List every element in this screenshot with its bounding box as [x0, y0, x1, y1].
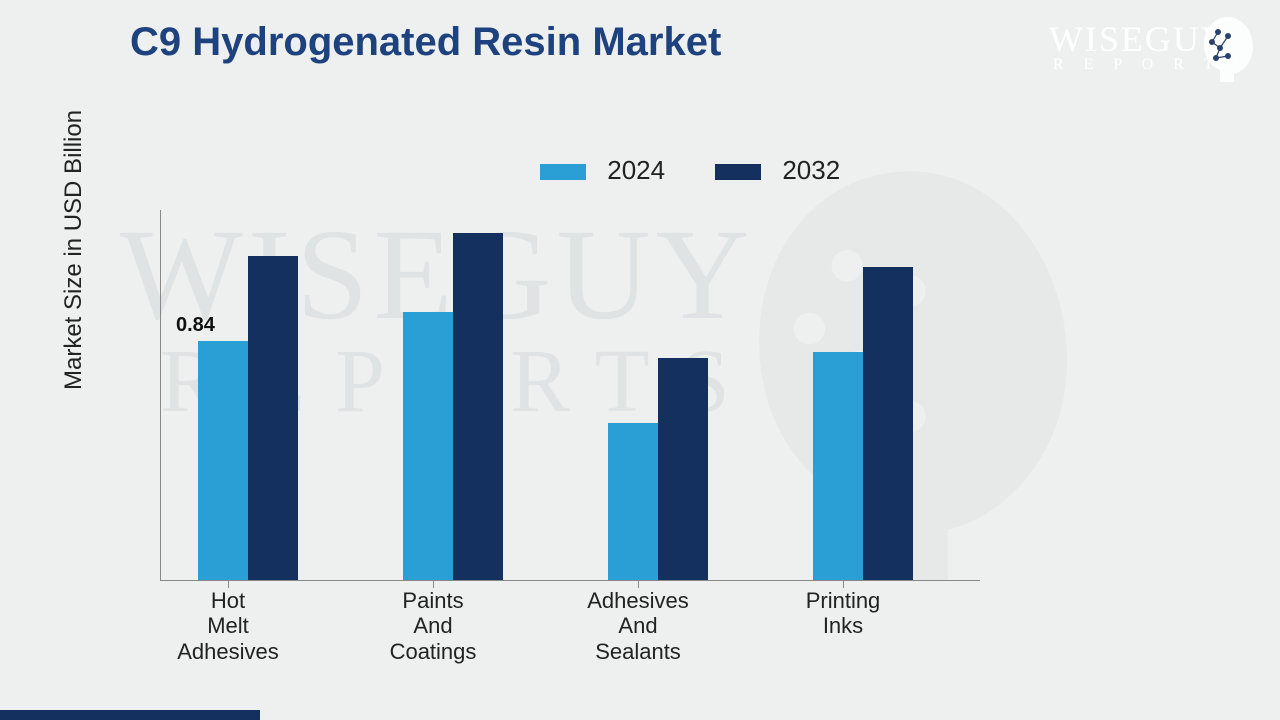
x-tick	[843, 580, 844, 588]
bar-group: 0.84	[178, 256, 318, 580]
legend-swatch-2024	[540, 164, 586, 180]
bar-group	[383, 233, 523, 580]
page: WISEGUY R E P O R T S C9 Hydrogenated Re…	[0, 0, 1280, 720]
brand-logo: WISEGUY R E P O R T S	[1049, 18, 1250, 74]
logo-head-icon	[1198, 12, 1258, 82]
legend-item-2032: 2032	[715, 155, 840, 186]
bar-group	[793, 267, 933, 580]
x-tick	[638, 580, 639, 588]
y-axis-line	[160, 210, 161, 580]
x-axis-category-label: HotMeltAdhesives	[148, 588, 308, 664]
bar-2024	[813, 352, 863, 580]
x-axis-category-label: PrintingInks	[763, 588, 923, 639]
bar-2024	[198, 341, 248, 580]
x-axis-line	[160, 580, 980, 581]
footer-accent-bar	[0, 710, 260, 720]
legend-item-2024: 2024	[540, 155, 665, 186]
x-axis-category-label: AdhesivesAndSealants	[558, 588, 718, 664]
x-tick	[433, 580, 434, 588]
legend-label-2032: 2032	[782, 155, 840, 185]
bar-value-label: 0.84	[176, 314, 215, 337]
plot-area: 0.84HotMeltAdhesivesPaintsAndCoatingsAdh…	[160, 210, 980, 580]
bar-group	[588, 358, 728, 580]
x-axis-category-label: PaintsAndCoatings	[353, 588, 513, 664]
bar-2024	[403, 312, 453, 580]
bar-2032	[658, 358, 708, 580]
x-tick	[228, 580, 229, 588]
chart-area: Market Size in USD Billion 2024 2032 0.8…	[100, 160, 1000, 660]
bar-2032	[248, 256, 298, 580]
bar-2024	[608, 423, 658, 580]
legend: 2024 2032	[540, 155, 840, 186]
legend-label-2024: 2024	[607, 155, 665, 185]
bar-2032	[863, 267, 913, 580]
bar-2032	[453, 233, 503, 580]
legend-swatch-2032	[715, 164, 761, 180]
y-axis-label: Market Size in USD Billion	[60, 110, 88, 390]
page-title: C9 Hydrogenated Resin Market	[130, 20, 721, 65]
